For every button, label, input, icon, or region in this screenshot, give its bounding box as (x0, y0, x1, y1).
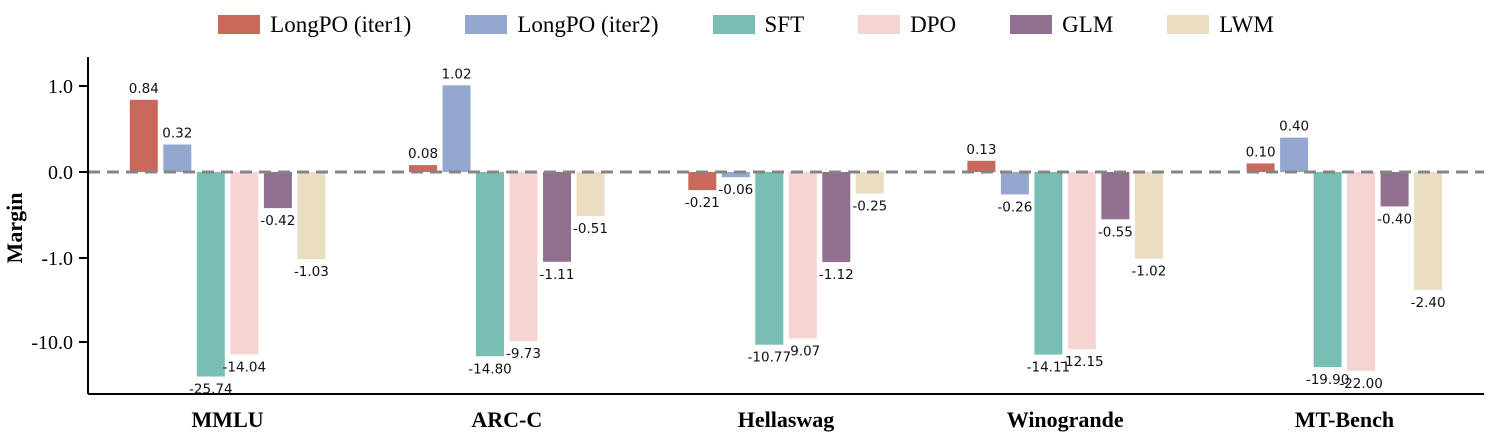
legend-label: GLM (1062, 11, 1114, 37)
legend-label: SFT (764, 11, 805, 37)
bar-lwm-mmlu (297, 172, 326, 260)
bar-value-label: -1.02 (1131, 264, 1166, 280)
bar-longpo-iter1-mt-bench (1246, 163, 1275, 172)
bars-layer (129, 85, 1443, 377)
bar-sft-mt-bench (1313, 172, 1342, 368)
legend-label: DPO (910, 11, 957, 37)
bar-value-label: -0.25 (852, 199, 887, 215)
legend-label: LongPO (iter1) (270, 11, 412, 37)
bar-glm-arc-c (543, 172, 571, 262)
bar-lwm-winogrande (1134, 172, 1163, 259)
bar-value-label: -0.42 (260, 213, 295, 229)
bar-value-label: -0.51 (573, 221, 608, 237)
bar-lwm-arc-c (576, 172, 605, 216)
bar-sft-arc-c (476, 172, 504, 357)
bar-value-label: -0.26 (997, 199, 1032, 215)
bar-value-label: -1.12 (819, 267, 854, 283)
bar-lwm-mt-bench (1414, 172, 1443, 290)
y-tick-label: 1.0 (48, 76, 73, 98)
bar-glm-mt-bench (1380, 172, 1409, 207)
legend-swatch (1010, 14, 1053, 34)
x-tick-label-arc-c: ARC-C (471, 407, 542, 432)
bar-value-label: -0.55 (1098, 224, 1133, 240)
bar-dpo-mt-bench (1347, 172, 1376, 371)
axes-layer (79, 57, 1484, 395)
bar-dpo-arc-c (509, 172, 538, 341)
bar-value-label: -22.00 (1339, 376, 1383, 392)
bar-value-label: -0.21 (685, 195, 720, 211)
legend-item-dpo: DPO (858, 13, 956, 36)
legend-item-sft: SFT (712, 11, 805, 37)
legend-item-longpo-iter1: LongPO (iter1) (218, 13, 411, 36)
y-tick-label: -10.0 (31, 332, 73, 354)
labels-layer: 0.84 0.32 -25.74 -14.04 -0.42 -1.03 MMLU 0.08 1.… (31, 66, 1445, 432)
bar-sft-mmlu (196, 172, 225, 377)
bar-lwm-hellaswag (855, 172, 884, 194)
legend-label: LongPO (iter2) (517, 11, 659, 37)
bar-sft-hellaswag (755, 172, 784, 345)
bar-longpo-iter1-hellaswag (688, 172, 717, 191)
bar-value-label: -14.04 (223, 359, 267, 375)
bar-value-label: -14.80 (468, 361, 512, 377)
bar-value-label: 0.08 (408, 146, 438, 162)
bar-longpo-iter2-mmlu (163, 144, 192, 172)
x-tick-label-mmlu: MMLU (192, 407, 264, 432)
bar-longpo-iter2-winogrande (1000, 172, 1029, 195)
y-axis-label: Margin (2, 193, 27, 264)
bar-value-label: 0.32 (162, 126, 192, 142)
bar-value-label: -19.90 (1306, 372, 1350, 388)
legend-label: LWM (1219, 11, 1274, 37)
bar-value-label: -10.77 (748, 350, 792, 366)
bar-dpo-winogrande (1067, 172, 1096, 350)
legend-swatch (712, 14, 755, 34)
y-tick-label: 0.0 (48, 162, 73, 184)
legend-item-glm: GLM (1010, 13, 1113, 36)
bar-value-label: -2.40 (1411, 295, 1446, 311)
bar-sft-winogrande (1034, 172, 1063, 355)
bar-value-label: -12.15 (1060, 354, 1104, 370)
bar-value-label: -0.40 (1377, 211, 1412, 227)
bar-value-label: 0.10 (1246, 144, 1276, 160)
bar-glm-winogrande (1101, 172, 1130, 220)
bar-dpo-hellaswag (788, 172, 817, 339)
bar-longpo-iter2-arc-c (442, 85, 471, 172)
bar-longpo-iter2-mt-bench (1280, 137, 1309, 172)
bar-value-label: 0.84 (129, 81, 159, 97)
bar-value-label: -1.11 (540, 267, 575, 283)
legend-swatch (218, 14, 261, 34)
bar-value-label: -14.11 (1027, 360, 1071, 376)
legend-swatch (858, 14, 901, 34)
chart-legend: LongPO (iter1) LongPO (iter2) SFT DPO GLM LWM (0, 8, 1492, 40)
bar-longpo-iter1-mmlu (129, 99, 158, 172)
x-tick-label-mt-bench: MT-Bench (1295, 407, 1394, 432)
legend-swatch (465, 14, 508, 34)
bar-value-label: -1.03 (294, 264, 329, 280)
legend-item-lwm: LWM (1167, 13, 1274, 36)
bar-value-label: -0.06 (718, 182, 753, 198)
x-tick-label-winogrande: Winogrande (1007, 407, 1124, 432)
legend-item-longpo-iter2: LongPO (iter2) (465, 11, 659, 37)
bar-value-label: -9.07 (785, 343, 820, 359)
bar-longpo-iter1-winogrande (967, 160, 996, 172)
bar-longpo-iter2-hellaswag (721, 172, 750, 178)
legend-swatch (1167, 14, 1210, 34)
bar-value-label: 0.13 (966, 142, 996, 158)
bar-glm-hellaswag (822, 172, 851, 263)
bar-value-label: 1.02 (441, 66, 471, 82)
y-tick-label: -1.0 (41, 248, 73, 270)
x-tick-label-hellaswag: Hellaswag (738, 407, 835, 432)
bar-value-label: 0.40 (1279, 119, 1309, 135)
bar-longpo-iter1-arc-c (409, 165, 437, 172)
bar-dpo-mmlu (230, 172, 259, 355)
bar-value-label: -25.74 (189, 382, 233, 398)
bar-glm-mmlu (263, 172, 292, 209)
bar-value-label: -9.73 (506, 346, 541, 362)
